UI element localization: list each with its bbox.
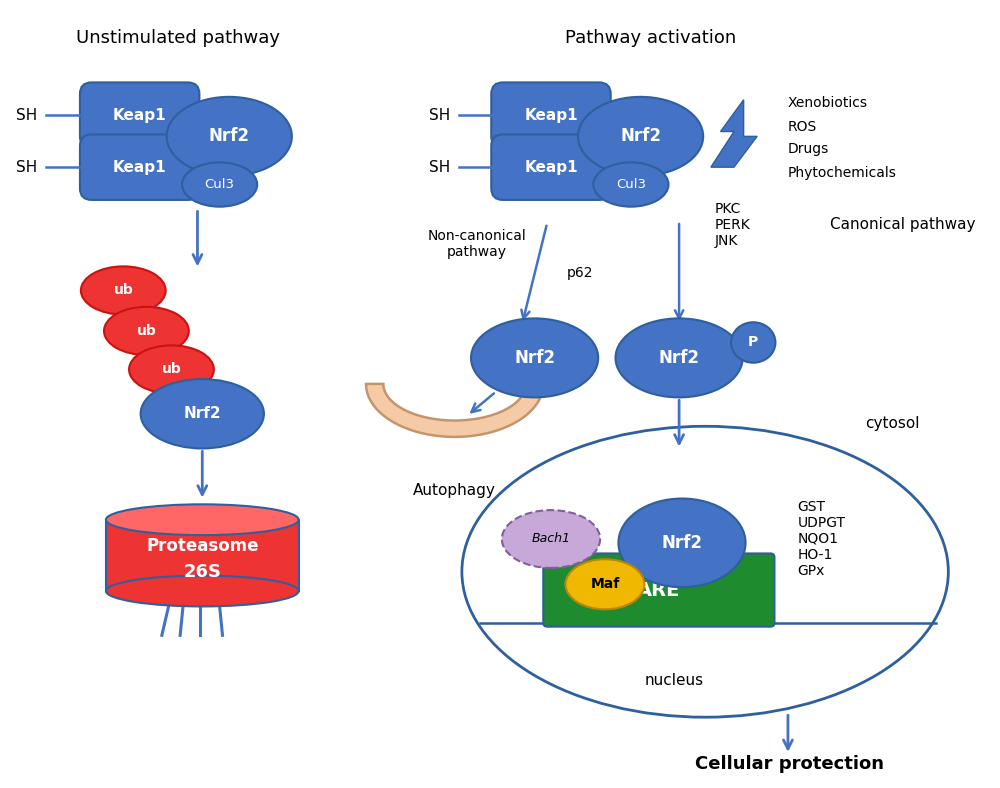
Text: Bach1: Bach1: [531, 533, 570, 545]
Text: Xenobiotics: Xenobiotics: [788, 95, 868, 110]
Text: ub: ub: [137, 324, 156, 338]
Text: Non-canonical
pathway: Non-canonical pathway: [427, 229, 526, 259]
Text: Nrf2: Nrf2: [659, 349, 700, 367]
Text: Phytochemicals: Phytochemicals: [788, 166, 897, 180]
Text: Unstimulated pathway: Unstimulated pathway: [76, 29, 280, 47]
Text: Maf: Maf: [590, 578, 620, 591]
Text: SH: SH: [16, 160, 38, 175]
Text: nucleus: nucleus: [645, 673, 704, 688]
Text: Canonical pathway: Canonical pathway: [830, 217, 976, 232]
Text: Proteasome: Proteasome: [146, 537, 259, 555]
Ellipse shape: [578, 97, 703, 176]
Ellipse shape: [593, 162, 669, 206]
Ellipse shape: [104, 307, 189, 355]
Text: 26S: 26S: [183, 563, 221, 581]
Text: Cellular protection: Cellular protection: [695, 756, 884, 773]
Text: ub: ub: [162, 362, 181, 377]
Ellipse shape: [182, 162, 257, 206]
Ellipse shape: [129, 345, 214, 393]
Bar: [106, 520, 299, 591]
Text: Cul3: Cul3: [205, 178, 235, 191]
Text: Keap1: Keap1: [524, 160, 578, 175]
Text: Nrf2: Nrf2: [183, 407, 221, 422]
Ellipse shape: [731, 322, 775, 362]
Ellipse shape: [106, 575, 299, 607]
Ellipse shape: [462, 426, 948, 717]
Ellipse shape: [471, 318, 598, 397]
FancyBboxPatch shape: [491, 135, 611, 200]
Text: Keap1: Keap1: [113, 160, 166, 175]
Text: Nrf2: Nrf2: [514, 349, 555, 367]
Text: SH: SH: [16, 108, 38, 123]
Text: P: P: [748, 336, 758, 350]
Text: Pathway activation: Pathway activation: [565, 29, 736, 47]
Text: SH: SH: [429, 108, 450, 123]
Polygon shape: [711, 100, 757, 167]
Text: Cul3: Cul3: [616, 178, 646, 191]
Ellipse shape: [81, 266, 166, 314]
Ellipse shape: [502, 510, 600, 568]
Text: PKC
PERK
JNK: PKC PERK JNK: [715, 202, 750, 248]
Text: p62: p62: [566, 266, 593, 281]
Ellipse shape: [141, 379, 264, 448]
Text: ARE: ARE: [637, 581, 681, 600]
Ellipse shape: [167, 97, 292, 176]
Ellipse shape: [565, 559, 644, 609]
Text: ub: ub: [113, 284, 133, 298]
Polygon shape: [366, 384, 543, 437]
Text: Keap1: Keap1: [113, 108, 166, 123]
Text: Nrf2: Nrf2: [661, 533, 702, 552]
Ellipse shape: [616, 318, 743, 397]
Text: GST
UDPGT
NQO1
HO-1
GPx: GST UDPGT NQO1 HO-1 GPx: [798, 500, 846, 578]
Text: cytosol: cytosol: [865, 416, 920, 431]
Text: Drugs: Drugs: [788, 142, 829, 156]
FancyBboxPatch shape: [80, 135, 199, 200]
FancyBboxPatch shape: [491, 83, 611, 148]
Text: Nrf2: Nrf2: [209, 128, 250, 145]
Text: ROS: ROS: [788, 120, 817, 134]
Text: Autophagy: Autophagy: [413, 483, 496, 498]
Ellipse shape: [106, 504, 299, 535]
FancyBboxPatch shape: [80, 83, 199, 148]
Text: Nrf2: Nrf2: [620, 128, 661, 145]
Ellipse shape: [618, 499, 746, 587]
FancyBboxPatch shape: [543, 553, 774, 626]
Text: Keap1: Keap1: [524, 108, 578, 123]
Text: SH: SH: [429, 160, 450, 175]
